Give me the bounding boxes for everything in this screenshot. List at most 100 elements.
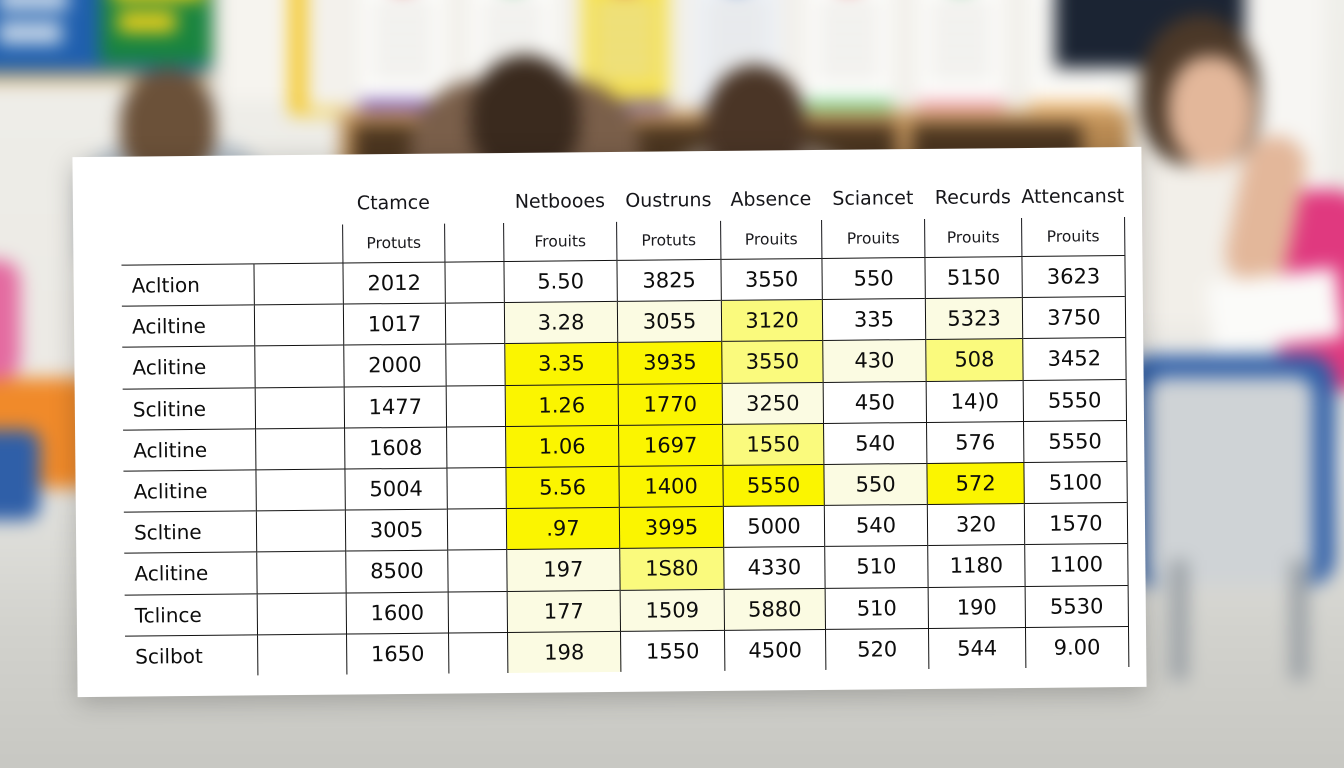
table-cell: 5.50 (503, 260, 618, 303)
table-header: Ctamce Netbooes Oustruns Absence Sciance… (121, 175, 1125, 265)
header-sub-cell-protuts: Protuts (616, 220, 721, 261)
header-sub-cell (121, 225, 254, 265)
table-cell (447, 508, 507, 551)
table-cell (448, 632, 508, 674)
table-cell: 544 (928, 627, 1026, 669)
header-sub-cell (254, 225, 343, 264)
table-cell (446, 426, 506, 469)
table-cell: 9.00 (1025, 626, 1129, 668)
table-cell: 14)0 (926, 380, 1024, 423)
table-cell: 3995 (619, 506, 724, 549)
table-cell: 1697 (618, 424, 723, 467)
table-cell: 3935 (617, 341, 723, 384)
table-cell: 5004 (344, 468, 448, 511)
table-cell: 3055 (617, 300, 722, 343)
table-cell (447, 549, 508, 592)
header-sub-cell-prouits: Prouits (720, 219, 822, 260)
table-cell: 5150 (924, 256, 1023, 299)
table-cell: 1.26 (505, 383, 619, 427)
table-cell: 3825 (616, 259, 722, 302)
table-cell: 2012 (342, 262, 446, 305)
table-cell: 510 (825, 586, 929, 630)
table-cell: 576 (926, 421, 1024, 464)
table-cell: 572 (926, 462, 1025, 505)
table-cell: 198 (507, 631, 621, 673)
table-cell: 2000 (343, 344, 447, 387)
header-sub-cell-prouits: Prouits (924, 218, 1022, 258)
table-cell (254, 304, 344, 347)
table-cell: 5550 (1023, 420, 1127, 463)
table-cell: 5550 (1023, 379, 1127, 422)
table-cell (257, 592, 347, 635)
header-top-cell-ctamce: Ctamce (356, 191, 430, 215)
table-cell: 1550 (722, 423, 824, 466)
table-cell: 550 (823, 463, 928, 506)
table-cell: 3005 (345, 509, 448, 552)
header-sub-cell (444, 223, 504, 263)
header-sub-cell-prouits: Prouits (821, 218, 925, 259)
header-sub-cell-protuts: Protuts (342, 223, 445, 264)
table-cell: 3120 (721, 299, 823, 342)
table-cell: 4330 (723, 546, 826, 589)
table-cell: 5880 (724, 587, 826, 631)
table-cell: 5100 (1023, 461, 1128, 504)
table-cell: 190 (928, 586, 1026, 629)
row-label: Scltine (123, 511, 257, 554)
table-cell (444, 261, 505, 304)
table-cell: 430 (822, 339, 927, 383)
table-cell: 510 (824, 545, 929, 588)
table-cell: 1017 (343, 303, 446, 346)
table-cell: 1600 (346, 591, 449, 634)
table-cell (256, 510, 346, 553)
header-top-cell (121, 183, 254, 226)
blue-poster-board (0, 0, 218, 82)
table-cell: 1770 (618, 382, 723, 426)
table-cell: 3250 (722, 382, 824, 425)
table-cell: 550 (821, 257, 926, 300)
table-cell (445, 302, 505, 345)
table-cell (255, 468, 346, 512)
chair-leg (1290, 560, 1308, 680)
table-cell (257, 633, 347, 676)
table-cell: 3623 (1021, 255, 1126, 298)
table-cell: 335 (822, 298, 926, 341)
table-cell: 5000 (723, 505, 825, 548)
table-cell: 540 (823, 422, 927, 465)
data-sheet-overlay: Ctamce Netbooes Oustruns Absence Sciance… (72, 146, 1147, 698)
table-cell (446, 467, 507, 510)
green-poster-panel (100, 0, 218, 64)
row-label: Acltion (121, 263, 255, 307)
table-cell: 520 (825, 628, 929, 670)
header-sub-cell-frouits: Frouits (503, 221, 617, 262)
table-cell: 540 (824, 504, 928, 547)
header-top-cell-oustruns: Oustruns (625, 189, 712, 212)
table-cell: 3550 (721, 340, 824, 383)
row-label: Scilbot (125, 634, 258, 677)
table-cell: 5550 (722, 464, 825, 507)
table-cell: 177 (507, 589, 621, 633)
table-cell (448, 590, 508, 633)
row-label: Aclitine (124, 552, 258, 595)
header-sub-cell-prouits: Prouits (1021, 217, 1125, 257)
table-cell: 450 (823, 381, 927, 424)
table-cell (446, 385, 506, 427)
table-cell: 1477 (344, 385, 447, 428)
table-cell: 1180 (927, 544, 1026, 587)
table-cell: 1509 (620, 588, 725, 632)
table-cell: 3750 (1022, 296, 1126, 339)
poster-text-line-3 (0, 22, 62, 44)
table-cell: 8500 (345, 550, 449, 593)
table-cell: 4500 (724, 629, 826, 671)
header-top-cell-recurds: Recurds (934, 186, 1011, 209)
table-cell: 1400 (618, 465, 724, 508)
table-cell: 508 (925, 338, 1024, 382)
table-cell: 1550 (620, 630, 725, 672)
blue-chair (1125, 355, 1335, 585)
table-cell (445, 343, 506, 386)
table-body: Acltion 2012 5.50 3825 3550 550 5150 3623 Acilti… (121, 255, 1129, 677)
foreground-object-blue (0, 430, 40, 520)
poster-care-word-secondary (118, 12, 176, 32)
table-cell (255, 427, 345, 470)
table-cell: 1650 (346, 632, 449, 675)
row-label: Aciltine (121, 305, 255, 348)
